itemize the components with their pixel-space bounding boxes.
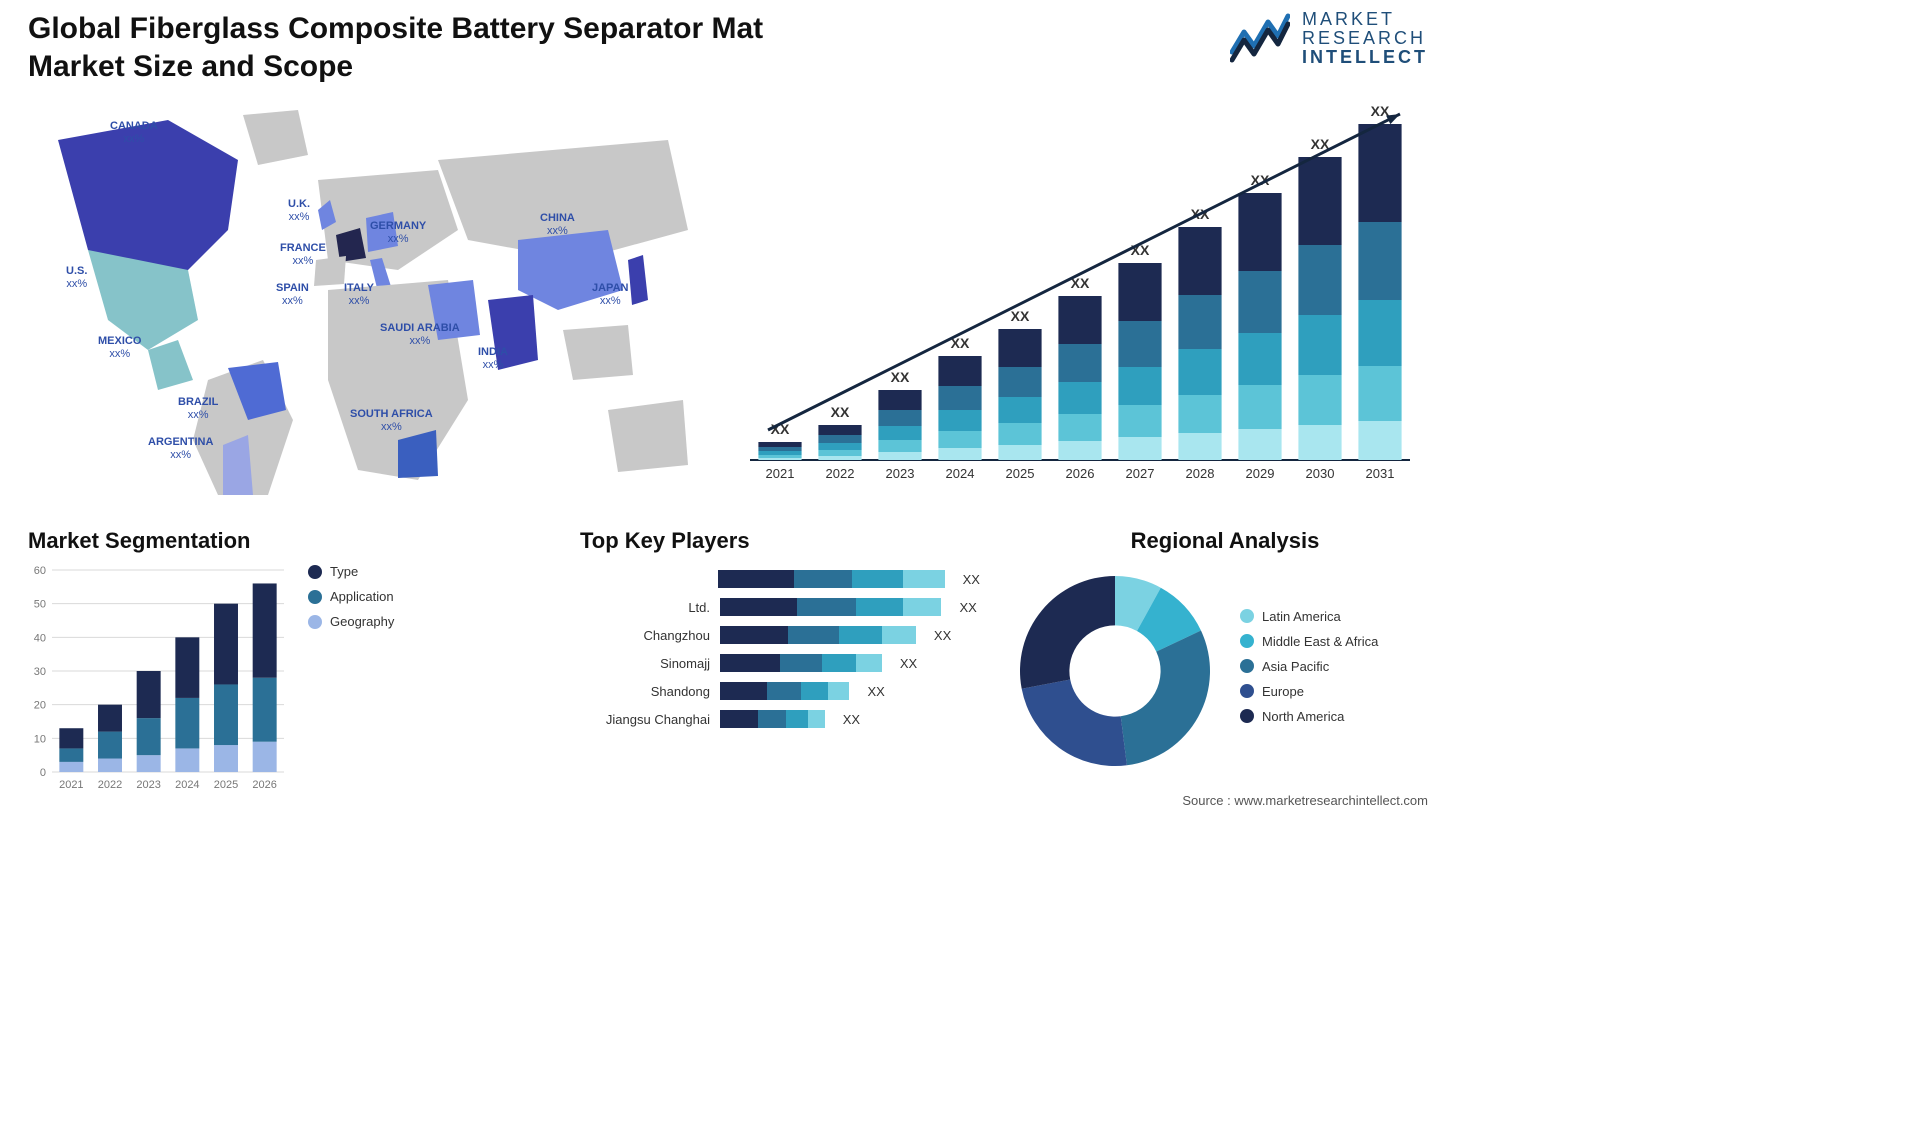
svg-text:2024: 2024: [175, 779, 199, 791]
svg-text:2022: 2022: [826, 466, 855, 481]
player-bar: [720, 626, 916, 644]
players-chart: XXLtd.XXChangzhouXXSinomajjXXShandongXXJ…: [580, 570, 980, 728]
player-bar: [720, 654, 882, 672]
svg-text:2025: 2025: [1006, 466, 1035, 481]
player-label: Jiangsu Changhai: [580, 712, 710, 727]
player-label: Ltd.: [580, 600, 710, 615]
map-label: JAPANxx%: [592, 282, 628, 307]
player-value: XX: [963, 572, 980, 587]
player-row: XX: [580, 570, 980, 588]
player-bar: [718, 570, 945, 588]
svg-text:60: 60: [34, 565, 46, 577]
players-title: Top Key Players: [580, 528, 980, 554]
player-bar: [720, 682, 849, 700]
svg-text:XX: XX: [891, 369, 910, 385]
map-label: SOUTH AFRICAxx%: [350, 408, 433, 433]
player-bar: [720, 710, 825, 728]
legend-item: Application: [308, 589, 394, 604]
legend-item: Latin America: [1240, 609, 1378, 624]
regional-panel: Regional Analysis Latin America Middle Ea…: [1010, 528, 1440, 800]
logo-line1: MARKET: [1302, 10, 1428, 29]
svg-text:2021: 2021: [59, 779, 83, 791]
player-label: Sinomajj: [580, 656, 710, 671]
player-row: Changzhou XX: [580, 626, 980, 644]
map-label: BRAZILxx%: [178, 396, 218, 421]
svg-text:20: 20: [34, 700, 46, 712]
growth-chart: XX2021XX2022XX2023XX2024XX2025XX2026XX20…: [740, 100, 1420, 490]
map-label: ARGENTINAxx%: [148, 436, 213, 461]
legend-item: Asia Pacific: [1240, 659, 1378, 674]
map-label: MEXICOxx%: [98, 335, 141, 360]
player-label: Shandong: [580, 684, 710, 699]
player-value: XX: [843, 712, 860, 727]
player-value: XX: [900, 656, 917, 671]
player-value: XX: [934, 628, 951, 643]
player-row: Jiangsu Changhai XX: [580, 710, 980, 728]
svg-text:2022: 2022: [98, 779, 122, 791]
player-row: Sinomajj XX: [580, 654, 980, 672]
legend-item: Europe: [1240, 684, 1378, 699]
regional-donut: [1010, 566, 1220, 776]
player-value: XX: [867, 684, 884, 699]
map-label: SPAINxx%: [276, 282, 309, 307]
svg-text:2024: 2024: [946, 466, 975, 481]
svg-text:2030: 2030: [1306, 466, 1335, 481]
logo: MARKET RESEARCH INTELLECT: [1230, 10, 1428, 67]
svg-text:2021: 2021: [766, 466, 795, 481]
player-row: Shandong XX: [580, 682, 980, 700]
map-label: U.S.xx%: [66, 265, 87, 290]
legend-item: Middle East & Africa: [1240, 634, 1378, 649]
player-label: Changzhou: [580, 628, 710, 643]
map-label: INDIAxx%: [478, 346, 508, 371]
svg-text:2023: 2023: [136, 779, 160, 791]
segmentation-title: Market Segmentation: [28, 528, 468, 554]
map-label: CANADAxx%: [110, 120, 158, 145]
legend-item: North America: [1240, 709, 1378, 724]
segmentation-panel: Market Segmentation 0 10 20 30 40 50 60 2021 202…: [28, 528, 468, 800]
player-value: XX: [959, 600, 976, 615]
map-label: FRANCExx%: [280, 242, 326, 267]
player-row: Ltd. XX: [580, 598, 980, 616]
map-label: U.K.xx%: [288, 198, 310, 223]
svg-text:2026: 2026: [1066, 466, 1095, 481]
page-title: Global Fiberglass Composite Battery Sepa…: [28, 10, 788, 85]
svg-text:10: 10: [34, 733, 46, 745]
svg-text:XX: XX: [1011, 308, 1030, 324]
map-panel: CANADAxx% U.S.xx% MEXICOxx% BRAZILxx% ARGENT…: [18, 100, 718, 500]
logo-line2: RESEARCH: [1302, 29, 1428, 48]
players-panel: Top Key Players XXLtd.XXChangzhouXXSinom…: [580, 528, 980, 800]
svg-text:2026: 2026: [252, 779, 276, 791]
map-label: ITALYxx%: [344, 282, 374, 307]
map-label: GERMANYxx%: [370, 220, 426, 245]
svg-text:2028: 2028: [1186, 466, 1215, 481]
regional-legend: Latin America Middle East & Africa Asia Pa…: [1240, 609, 1378, 734]
svg-text:2029: 2029: [1246, 466, 1275, 481]
logo-icon: [1230, 12, 1290, 64]
svg-text:30: 30: [34, 666, 46, 678]
svg-text:2027: 2027: [1126, 466, 1155, 481]
segmentation-legend: Type Application Geography: [308, 564, 394, 794]
logo-line3: INTELLECT: [1302, 48, 1428, 67]
svg-text:XX: XX: [831, 404, 850, 420]
legend-item: Type: [308, 564, 394, 579]
svg-text:40: 40: [34, 632, 46, 644]
svg-text:50: 50: [34, 599, 46, 611]
svg-text:2031: 2031: [1366, 466, 1395, 481]
svg-text:0: 0: [40, 767, 46, 779]
source-text: Source : www.marketresearchintellect.com: [1182, 793, 1428, 808]
player-bar: [720, 598, 941, 616]
regional-title: Regional Analysis: [1010, 528, 1440, 554]
segmentation-chart: 0 10 20 30 40 50 60 2021 2022 2023 2024 2025 2026: [28, 564, 288, 794]
legend-item: Geography: [308, 614, 394, 629]
map-label: SAUDI ARABIAxx%: [380, 322, 460, 347]
map-label: CHINAxx%: [540, 212, 575, 237]
svg-text:2025: 2025: [214, 779, 238, 791]
svg-text:2023: 2023: [886, 466, 915, 481]
